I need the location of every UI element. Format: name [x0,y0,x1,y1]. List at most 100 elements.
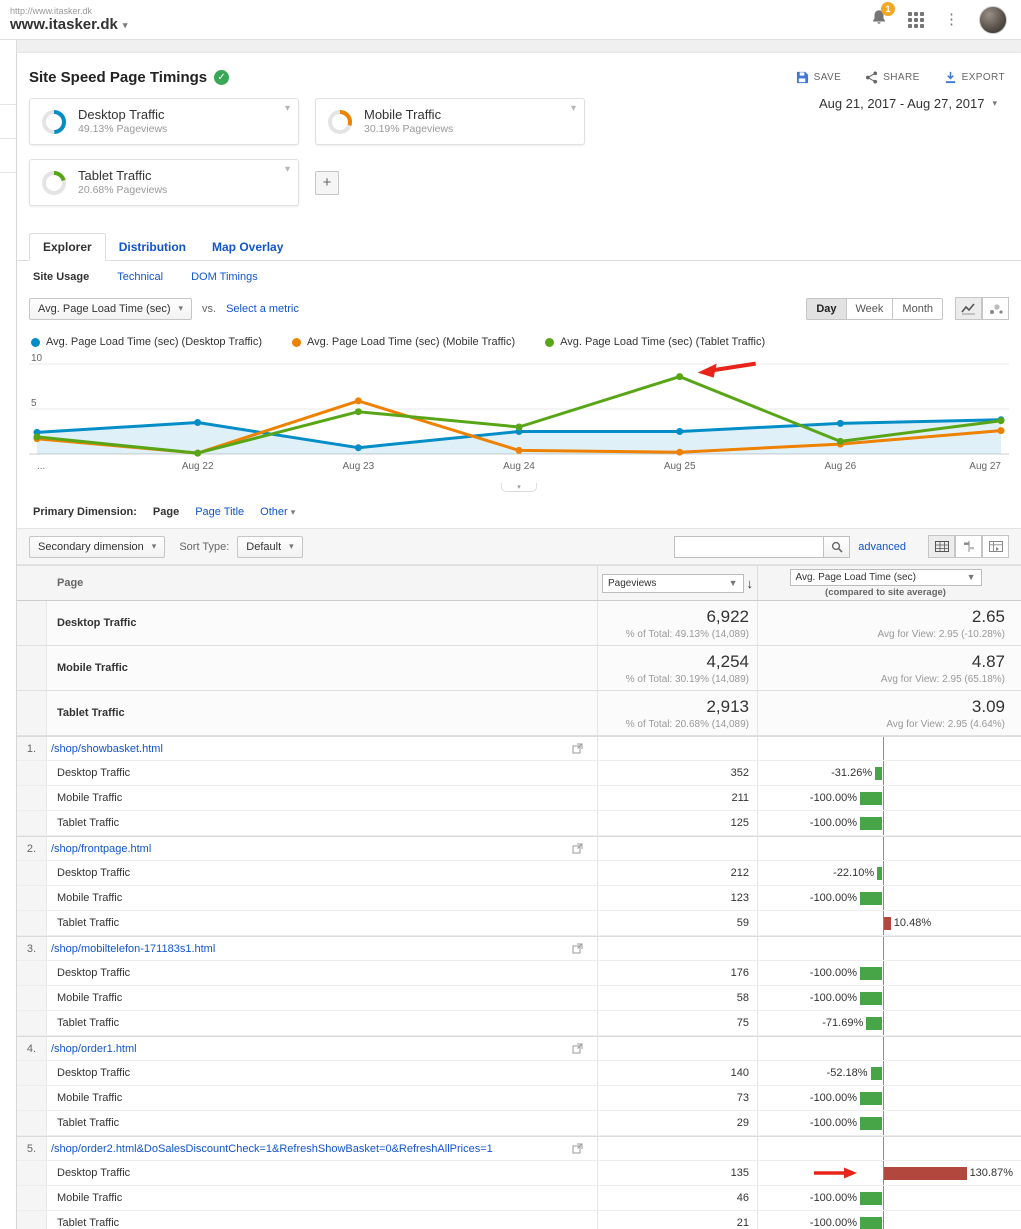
metric-cell: -100.00% [757,1111,1013,1135]
select-metric-link[interactable]: Select a metric [226,302,299,315]
chevron-down-icon[interactable]: ▾ [570,103,576,114]
pageviews-cell [597,1037,757,1060]
subtab-site-usage[interactable]: Site Usage [33,271,90,283]
comparison-axis [883,1211,884,1229]
search-input[interactable] [674,535,825,558]
segment-card-mobile[interactable]: Mobile Traffic 30.19% Pageviews ▾ [315,98,585,145]
left-nav-rail[interactable] [0,40,17,1229]
column-header-pageviews: Pageviews ▼ ↓ [597,566,757,600]
pageviews-cell [597,1137,757,1160]
pageviews-column-select[interactable]: Pageviews ▼ [602,573,744,593]
dimension-page[interactable]: Page [152,506,180,518]
page-link[interactable]: /shop/mobiltelefon-171183s1.html [51,942,216,955]
delta-bar-negative [870,1066,882,1080]
row-number [17,911,47,935]
tab-map-overlay[interactable]: Map Overlay [212,240,284,254]
delta-bar-negative [875,766,882,780]
open-page-button[interactable] [572,1143,583,1157]
export-button[interactable]: EXPORT [944,71,1005,84]
apps-grid-icon[interactable] [908,11,924,28]
pageviews-cell [597,937,757,960]
metric-column-note: (compared to site average) [825,586,946,598]
legend-dot-desktop [31,337,40,347]
granularity-week[interactable]: Week [846,297,894,320]
page-link[interactable]: /shop/order1.html [51,1042,137,1055]
row-number: 4. [17,1037,47,1060]
metric-cell: -100.00% [757,1086,1013,1110]
subtab-technical[interactable]: Technical [117,271,164,283]
metric-column-select[interactable]: Avg. Page Load Time (sec) ▼ [789,568,982,586]
kebab-menu-icon[interactable]: ⋮ [944,11,959,28]
tab-explorer[interactable]: Explorer [29,233,106,261]
tab-distribution[interactable]: Distribution [118,240,187,254]
chart-collapse-handle[interactable]: ▾ [501,483,537,492]
pageviews-value: 140 [597,1061,757,1085]
share-button[interactable]: SHARE [865,71,919,84]
granularity-day[interactable]: Day [806,297,847,320]
pivot-icon [988,541,1003,552]
page-link[interactable]: /shop/frontpage.html [51,842,152,855]
segment-label: Tablet Traffic [57,1117,120,1129]
comparison-bars-icon [963,541,974,552]
avatar[interactable] [979,5,1007,34]
metric-cell [757,1037,1013,1060]
open-page-button[interactable] [572,943,583,957]
subtab-dom-timings[interactable]: DOM Timings [191,271,258,283]
date-range-selector[interactable]: Aug 21, 2017 - Aug 27, 2017 ▾ [819,96,997,111]
sort-type-button[interactable]: Default ▾ [237,535,303,558]
legend-item-desktop[interactable]: Avg. Page Load Time (sec) (Desktop Traff… [31,336,262,348]
metric-dropdown[interactable]: Avg. Page Load Time (sec) ▾ [29,297,193,320]
svg-text:Aug 25: Aug 25 [664,461,696,472]
segment-label: Mobile Traffic [57,892,123,904]
open-page-button[interactable] [572,843,583,857]
table-view-button[interactable] [928,535,955,558]
chevron-down-icon: ▼ [728,578,738,588]
granularity-month[interactable]: Month [893,297,943,320]
delta-bar-negative [866,1016,882,1030]
row-number [17,1186,47,1210]
page-link[interactable]: /shop/order2.html&DoSalesDiscountCheck=1… [51,1142,493,1155]
chart-legend: Avg. Page Load Time (sec) (Desktop Traff… [17,324,1021,350]
page-link[interactable]: /shop/showbasket.html [51,742,163,755]
motion-chart-view-button[interactable] [982,297,1009,320]
summary-metric: 2.65 [971,606,1005,626]
legend-item-tablet[interactable]: Avg. Page Load Time (sec) (Tablet Traffi… [545,336,765,348]
add-segment-button[interactable]: + [315,170,339,195]
secondary-dimension-button[interactable]: Secondary dimension ▾ [29,535,166,558]
metric-cell [757,837,1013,860]
legend-label: Avg. Page Load Time (sec) (Tablet Traffi… [560,336,766,348]
account-selector[interactable]: www.itasker.dk ▾ [10,16,127,33]
search-button[interactable] [824,535,851,558]
metric-cell: -100.00% [757,786,1013,810]
data-table: Page Pageviews ▼ ↓ Avg. Page Load Time (… [17,565,1021,1229]
segment-sub-row: Tablet Traffic 59 10.48% [17,911,1021,936]
metric-cell: -100.00% [757,986,1013,1010]
report-tabs: Explorer Distribution Map Overlay [17,232,1021,261]
delta-value: -100.00% [809,992,857,1004]
comparison-axis [883,837,884,860]
delta-value: -31.26% [831,767,873,779]
dimension-other[interactable]: Other ▾ [260,506,295,518]
save-button[interactable]: SAVE [796,71,842,84]
segment-card-desktop[interactable]: Desktop Traffic 49.13% Pageviews ▾ [29,98,299,145]
segment-card-tablet[interactable]: Tablet Traffic 20.68% Pageviews ▾ [29,159,299,206]
dimension-page-title[interactable]: Page Title [195,506,245,518]
segment-sub-row: Tablet Traffic 75 -71.69% [17,1011,1021,1036]
comparison-axis [883,1111,884,1135]
comparison-axis [883,811,884,835]
notifications-button[interactable]: 1 [870,2,895,31]
legend-item-mobile[interactable]: Avg. Page Load Time (sec) (Mobile Traffi… [292,336,515,348]
comparison-axis [883,911,884,935]
chevron-down-icon[interactable]: ▾ [284,164,290,175]
comparison-view-button[interactable] [955,535,982,558]
pivot-view-button[interactable] [982,535,1009,558]
open-page-button[interactable] [572,743,583,757]
line-chart-view-button[interactable] [955,297,982,320]
verified-check-icon: ✓ [214,70,230,85]
open-page-button[interactable] [572,1043,583,1057]
sort-direction-icon[interactable]: ↓ [746,575,754,591]
chevron-down-icon[interactable]: ▾ [284,103,290,114]
column-header-page[interactable]: Page [57,577,84,589]
delta-bar-negative [860,1091,882,1105]
advanced-link[interactable]: advanced [858,540,906,553]
